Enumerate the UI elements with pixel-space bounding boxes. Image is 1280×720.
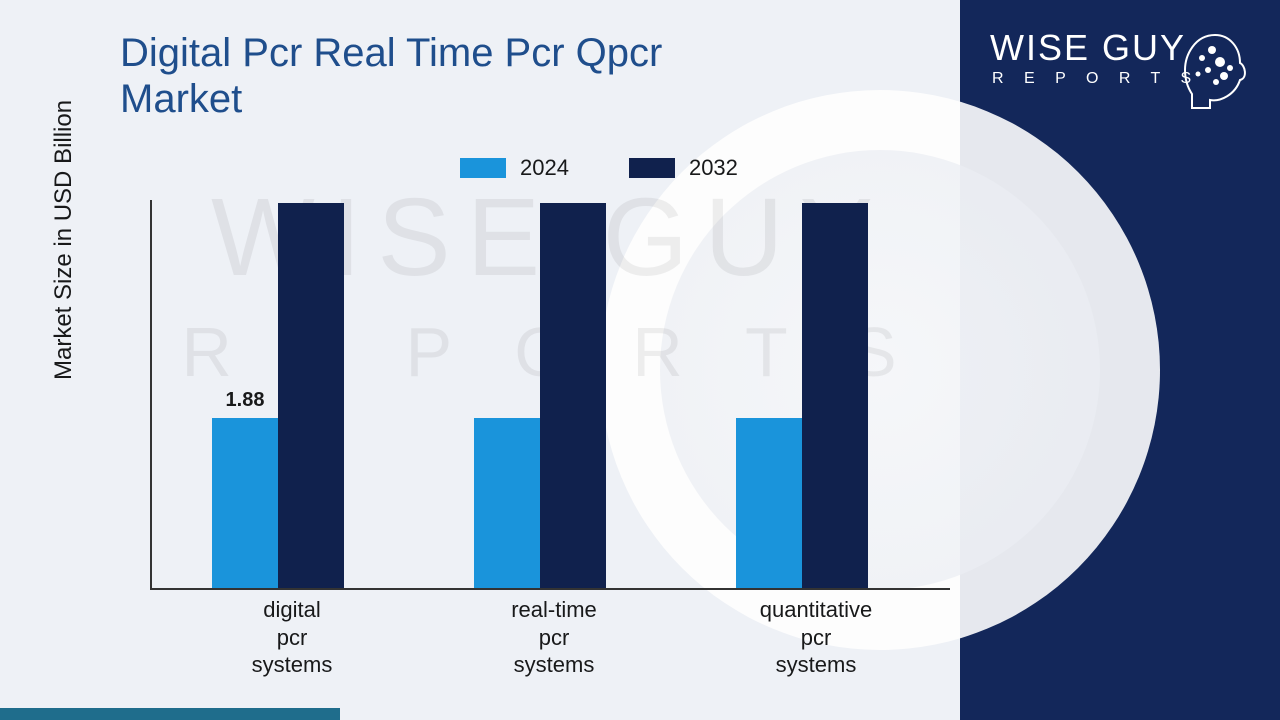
- bar: [474, 418, 540, 589]
- bar: 1.88: [212, 418, 278, 589]
- bar: [802, 203, 868, 588]
- legend-swatch: [460, 158, 506, 178]
- bottom-accent-bar: [0, 708, 340, 720]
- bar: [736, 418, 802, 589]
- x-axis-category-label: quantitativepcrsystems: [716, 588, 916, 679]
- legend-label: 2024: [520, 155, 569, 181]
- y-axis-label: Market Size in USD Billion: [50, 100, 78, 380]
- plot-area: 1.88digitalpcrsystemsreal-timepcrsystems…: [150, 200, 950, 590]
- page-root: WISE GUY R E P O R T S Digital Pcr Real …: [0, 0, 1280, 720]
- legend-item: 2024: [460, 155, 569, 181]
- chart-area: Market Size in USD Billion 20242032 1.88…: [60, 150, 960, 670]
- legend-swatch: [629, 158, 675, 178]
- brand-head-icon: [1180, 30, 1250, 110]
- legend-item: 2032: [629, 155, 738, 181]
- legend-label: 2032: [689, 155, 738, 181]
- x-axis-category-label: real-timepcrsystems: [454, 588, 654, 679]
- x-axis-category-label: digitalpcrsystems: [192, 588, 392, 679]
- bar: [278, 203, 344, 588]
- chart-title: Digital Pcr Real Time Pcr Qpcr Market: [120, 30, 740, 122]
- bar: [540, 203, 606, 588]
- legend: 2024 2032: [460, 155, 738, 181]
- brand-logo: WISE GUY R E P O R T S: [990, 30, 1250, 110]
- bar-value-label: 1.88: [202, 389, 288, 412]
